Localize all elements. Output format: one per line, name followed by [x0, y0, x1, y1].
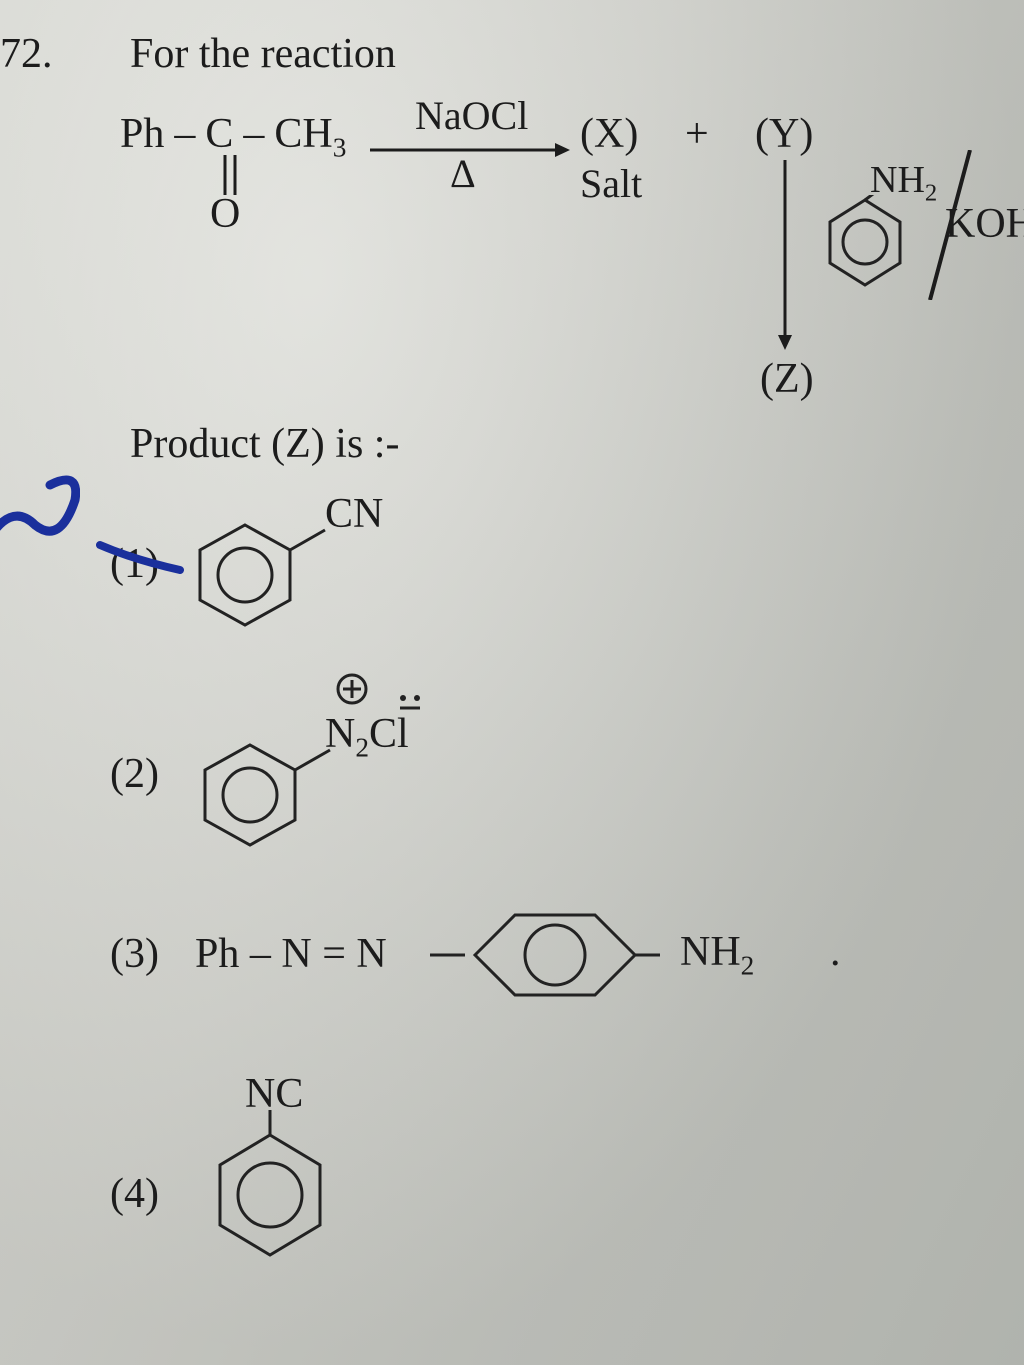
option-3-label: (3) — [110, 930, 159, 978]
salt-label: Salt — [580, 160, 642, 207]
option-2-lonepair — [395, 690, 455, 712]
option-2-ring — [195, 720, 345, 860]
option-2-label: (2) — [110, 750, 159, 798]
option-4-label: (4) — [110, 1170, 159, 1218]
reagent-delta: Δ — [450, 150, 476, 197]
product-x: (X) — [580, 110, 638, 158]
question-number: 72. — [0, 30, 53, 78]
carbonyl-o: O — [210, 190, 240, 238]
koh-label: KOH — [945, 200, 1024, 248]
option-1-cn: CN — [325, 490, 383, 538]
page-background: 72. For the reaction Ph – C – CH3 O NaOC… — [0, 0, 1024, 1365]
option-2-plus-circle — [335, 672, 369, 706]
down-arrow — [775, 160, 795, 350]
option-3-ring — [430, 900, 660, 1020]
option-3-dot: . — [830, 928, 841, 976]
product-z-line: Product (Z) is :- — [130, 420, 399, 468]
option-2-n2cl: N2Cl — [325, 710, 409, 763]
aniline-ring — [820, 195, 910, 290]
product-z: (Z) — [760, 355, 814, 403]
option-3-prefix: Ph – N = N — [195, 930, 387, 978]
option-3-nh2: NH2 — [680, 928, 754, 981]
dash1: – — [168, 111, 201, 157]
pen-tick — [95, 540, 185, 580]
plus-sign: + — [685, 110, 709, 158]
product-y: (Y) — [755, 110, 813, 158]
lhs-ph: Ph — [120, 111, 164, 157]
option-4-ring — [205, 1110, 345, 1280]
lhs-ch3: CH3 — [274, 111, 346, 157]
pen-mark — [0, 430, 80, 550]
lhs-c: C — [205, 111, 233, 157]
dash2: – — [237, 111, 270, 157]
reagent-top: NaOCl — [415, 92, 528, 139]
question-prompt: For the reaction — [130, 30, 396, 78]
